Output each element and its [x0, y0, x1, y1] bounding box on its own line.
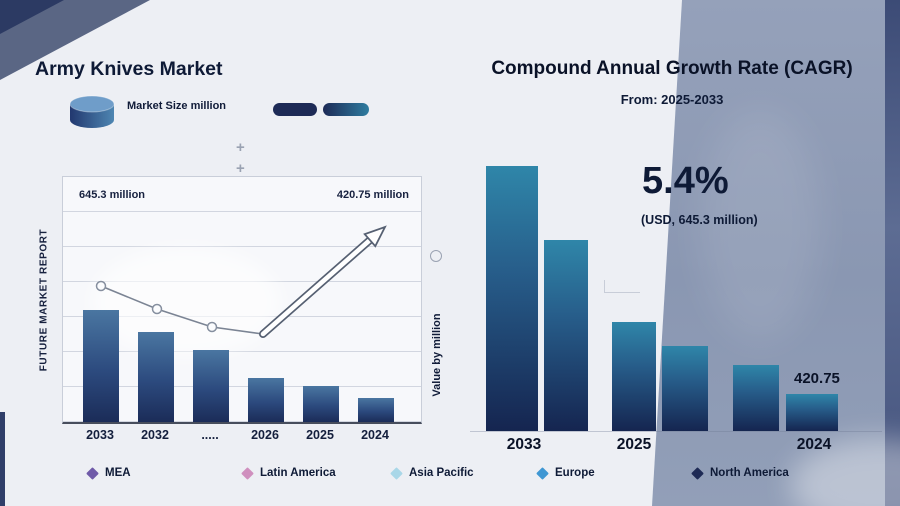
cagr-subtitle: From: 2025-2033 [620, 92, 724, 107]
circle-icon [430, 250, 442, 262]
legend-label: Asia Pacific [409, 467, 474, 479]
diamond-icon [536, 466, 549, 480]
pill-decoration [273, 103, 317, 116]
plus-icon: + [236, 160, 245, 177]
x-axis-line [470, 431, 882, 432]
left-x-label: 2033 [86, 428, 114, 442]
pill-decoration [323, 103, 369, 116]
legend-item-north-america: North America [691, 466, 789, 480]
legend-label: MEA [105, 467, 131, 479]
left-bar-2026 [248, 378, 284, 422]
diamond-icon [390, 466, 403, 480]
left-x-label: 2032 [141, 428, 169, 442]
left-bar-2032 [138, 332, 174, 422]
left-x-label: ..... [201, 428, 219, 442]
right-x-label: 2024 [796, 436, 832, 453]
left-y-axis-label: FUTURE MARKET REPORT [38, 228, 50, 372]
cagr-bar-2033-series-2 [544, 240, 588, 431]
left-x-label: 2025 [306, 428, 334, 442]
blob-decoration [700, 110, 820, 340]
cagr-bar-2025-series-2 [662, 346, 708, 431]
right-x-label: 2025 [616, 436, 652, 453]
cagr-note: (USD, 645.3 million) [641, 213, 758, 227]
right-edge-strip [885, 0, 900, 506]
right-x-label: 2033 [506, 436, 542, 453]
diamond-icon [86, 466, 99, 480]
legend-item-asia-pacific: Asia Pacific [390, 466, 474, 480]
value-callout: 420.75 [794, 370, 840, 387]
legend-item-europe: Europe [536, 466, 595, 480]
bracket-decoration [604, 280, 640, 293]
plus-icon: + [236, 139, 245, 156]
cagr-bar-2024-series-2 [786, 394, 838, 431]
left-bar-2024 [358, 398, 394, 422]
page-title: Army Knives Market [35, 58, 223, 80]
diamond-icon [241, 466, 254, 480]
left-edge-strip [0, 412, 5, 506]
legend-label: North America [710, 467, 789, 479]
cagr-bar-2025-series-1 [612, 322, 656, 431]
left-x-label: 2026 [251, 428, 279, 442]
right-y-axis-label: Value by million [431, 313, 443, 397]
legend-item-mea: MEA [86, 466, 131, 480]
legend-label: Europe [555, 467, 595, 479]
cagr-bar-2024-series-1 [733, 365, 779, 431]
left-bar-..... [193, 350, 229, 422]
cagr-title: Compound Annual Growth Rate (CAGR) [491, 58, 853, 79]
legend-item-latin-america: Latin America [241, 466, 336, 480]
diamond-icon [691, 466, 704, 480]
cagr-value: 5.4% [642, 160, 729, 202]
legend-label: Latin America [260, 467, 336, 479]
chart-value-label: 645.3 million [79, 189, 146, 201]
left-x-label: 2024 [361, 428, 389, 442]
left-bar-2025 [303, 386, 339, 422]
blob-decoration [91, 247, 281, 357]
chart-value-label: 420.75 million [336, 189, 409, 201]
database-icon [66, 94, 118, 135]
left-bar-2033 [83, 310, 119, 422]
market-size-chart: 645.3 million 420.75 million [62, 176, 422, 424]
cagr-bar-2033-series-1 [486, 166, 538, 431]
market-size-label: Market Size million [127, 100, 227, 112]
trend-arrow-icon [95, 225, 387, 338]
